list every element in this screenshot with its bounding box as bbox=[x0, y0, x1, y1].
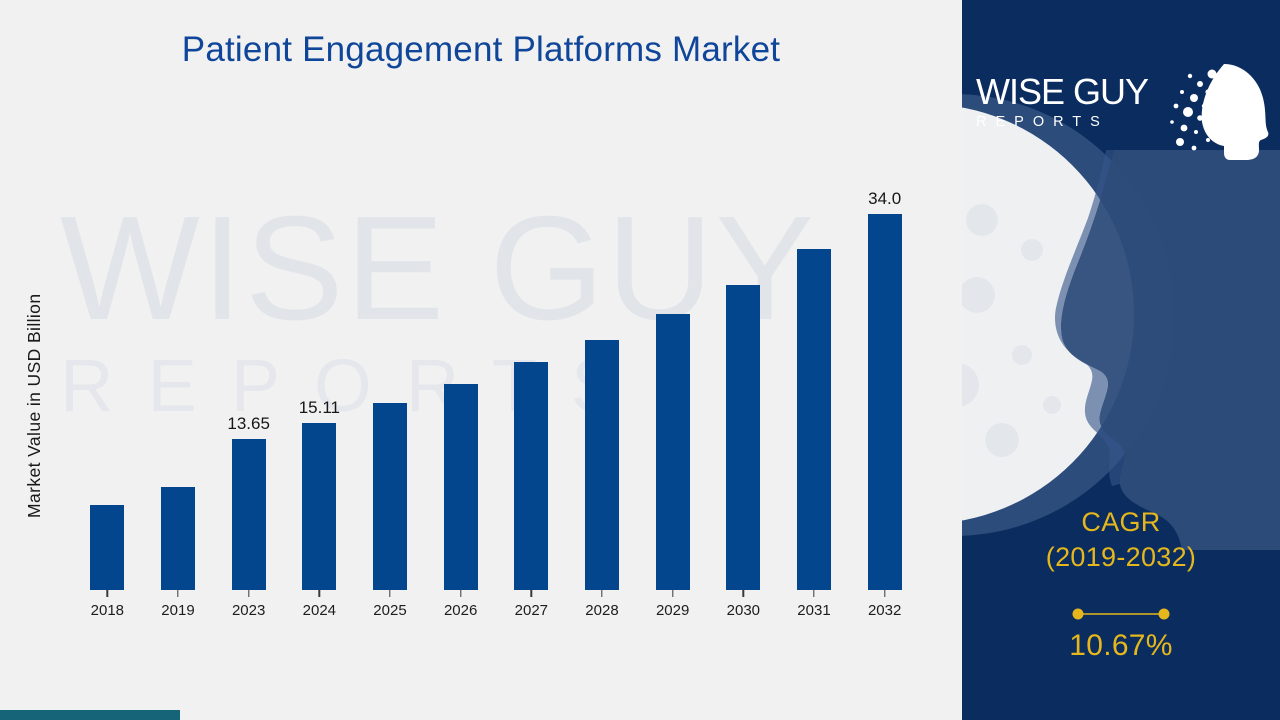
x-axis-tick bbox=[459, 590, 462, 597]
bar-group: 34.0 2032 bbox=[849, 130, 920, 619]
bar bbox=[584, 340, 619, 590]
x-axis-tick-label: 2024 bbox=[302, 602, 337, 619]
x-axis-tick-label: 2030 bbox=[726, 602, 761, 619]
bar bbox=[655, 313, 690, 590]
chart-panel: WISE GUY REPORTS Patient Engagement Plat… bbox=[24, 30, 920, 619]
bar-group: 2030 bbox=[708, 130, 779, 619]
bar-group: 2027 bbox=[496, 130, 567, 619]
bar-value-label: 15.11 bbox=[298, 397, 340, 417]
x-axis-tick-label: 2029 bbox=[655, 602, 690, 619]
bar-group: 2029 bbox=[637, 130, 708, 619]
bar-group: 2028 bbox=[567, 130, 638, 619]
brand-logo-primary: WISE GUY bbox=[976, 71, 1149, 112]
chart-title: Patient Engagement Platforms Market bbox=[181, 30, 781, 69]
bar bbox=[231, 439, 266, 590]
x-axis-tick-label: 2023 bbox=[231, 602, 266, 619]
bar-group: 2025 bbox=[355, 130, 426, 619]
y-axis-label: Market Value in USD Billion bbox=[24, 293, 44, 519]
bar-value-label: 34.0 bbox=[868, 189, 902, 209]
brand-logo-secondary: REPORTS bbox=[976, 114, 1109, 130]
brand-logo-text: WISE GUY REPORTS bbox=[976, 74, 1186, 130]
cagr-block: CAGR (2019-2032) bbox=[962, 505, 1280, 574]
bottom-accent-strip bbox=[0, 710, 180, 720]
x-axis-tick-label: 2019 bbox=[161, 602, 195, 619]
brand-panel: WISE GUY REPORTS CAGR bbox=[962, 0, 1280, 720]
bar bbox=[443, 384, 478, 590]
bar-group: 2031 bbox=[779, 130, 850, 619]
bar bbox=[726, 284, 761, 590]
x-axis-tick bbox=[601, 590, 603, 597]
bar-group: 2026 bbox=[425, 130, 496, 619]
x-axis-tick bbox=[742, 590, 745, 597]
x-axis-tick bbox=[106, 590, 109, 597]
bar bbox=[867, 214, 902, 590]
head-dots-logo-icon bbox=[1170, 64, 1269, 160]
x-axis-tick bbox=[883, 590, 886, 597]
molecule-decoration bbox=[962, 204, 1061, 457]
x-axis-tick-label: 2025 bbox=[373, 602, 407, 619]
bar bbox=[90, 504, 125, 590]
bar-group: 15.11 2024 bbox=[284, 130, 355, 619]
bar-group: 13.65 2023 bbox=[213, 130, 284, 619]
head-silhouette-icon bbox=[1054, 150, 1280, 550]
cagr-divider bbox=[1072, 608, 1170, 620]
cagr-title-line2: (2019-2032) bbox=[1045, 541, 1197, 572]
x-axis-tick bbox=[813, 590, 815, 597]
cagr-value: 10.67% bbox=[1069, 629, 1173, 662]
x-axis-tick bbox=[389, 590, 391, 597]
x-axis-tick bbox=[247, 590, 250, 597]
bar bbox=[302, 422, 337, 590]
x-axis-tick bbox=[318, 590, 321, 597]
bar-group: 2019 bbox=[143, 130, 214, 619]
bar-value-label: 13.65 bbox=[227, 414, 270, 434]
plot-area: 2018 2019 13.65 2023 15.11 2024 2025 2026 2027 20… bbox=[72, 130, 920, 619]
bar bbox=[160, 487, 195, 590]
bar-group: 2018 bbox=[72, 130, 143, 619]
x-axis-tick bbox=[671, 590, 674, 597]
bar bbox=[372, 403, 407, 590]
brand-logo: WISE GUY REPORTS bbox=[962, 34, 1280, 160]
cagr-title-line1: CAGR bbox=[1081, 507, 1161, 537]
x-axis-tick-label: 2028 bbox=[585, 602, 619, 619]
x-axis-tick-label: 2032 bbox=[867, 602, 902, 619]
x-axis-tick bbox=[177, 590, 179, 597]
x-axis-tick bbox=[530, 590, 533, 597]
x-axis-tick-label: 2031 bbox=[797, 602, 831, 619]
x-axis-tick-label: 2018 bbox=[90, 602, 125, 619]
bar bbox=[796, 249, 831, 590]
x-axis-tick-label: 2027 bbox=[514, 602, 549, 619]
bar bbox=[514, 362, 549, 590]
x-axis-tick-label: 2026 bbox=[443, 602, 478, 619]
